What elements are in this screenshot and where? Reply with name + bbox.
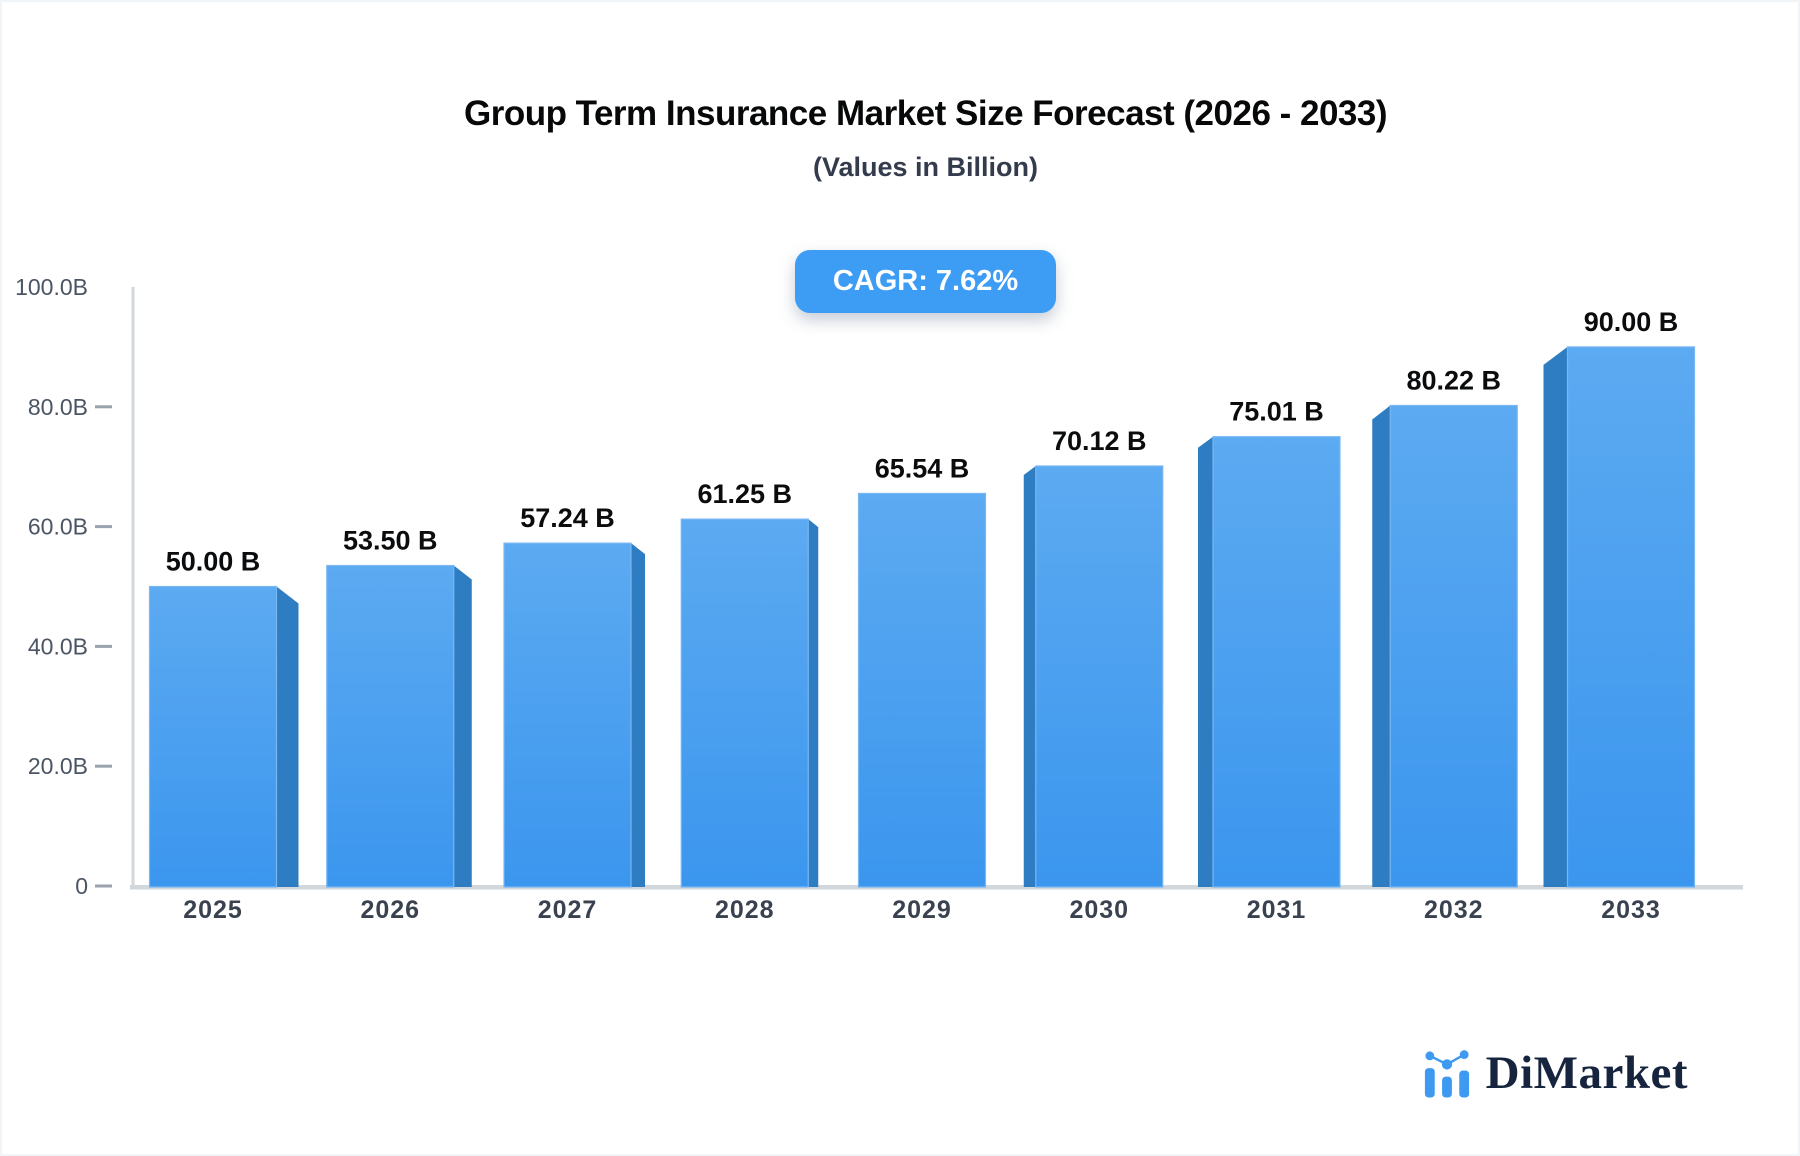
bar-front-face — [857, 492, 987, 888]
y-tick-label: 80.0B — [28, 394, 88, 420]
bar-side-face — [631, 543, 645, 887]
bar-front-face — [148, 585, 278, 888]
bar-front-face — [1035, 465, 1164, 888]
dimarket-logo: DiMarket — [1420, 1046, 1688, 1100]
bar-side-face — [276, 586, 299, 887]
x-category-label: 2031 — [1247, 896, 1307, 924]
y-tick-label: 40.0B — [28, 633, 88, 659]
bar-2029 — [857, 492, 987, 888]
y-tick-label: 100.0B — [15, 274, 88, 300]
bar-value-label: 90.00 B — [1584, 307, 1679, 337]
x-category-label: 2026 — [360, 896, 420, 924]
y-tick-label: 60.0B — [28, 514, 88, 540]
bar-value-label: 70.12 B — [1052, 426, 1147, 456]
y-tick — [95, 525, 112, 529]
bar-front-face — [1566, 346, 1696, 888]
bar-value-label: 80.22 B — [1406, 365, 1501, 395]
cagr-badge: CAGR: 7.62% — [794, 250, 1057, 313]
bar-2026 — [326, 564, 472, 888]
y-tick — [95, 764, 112, 768]
chart-header: Group Term Insurance Market Size Forecas… — [133, 94, 1718, 183]
chart-subtitle: (Values in Billion) — [812, 152, 1039, 182]
x-category-label: 2032 — [1424, 896, 1484, 924]
bar-2027 — [503, 542, 645, 888]
bar-side-face — [1372, 405, 1391, 887]
bar-side-face — [1543, 346, 1568, 887]
bar-side-face — [1023, 465, 1036, 887]
bar-value-label: 57.24 B — [520, 503, 615, 533]
y-tick — [95, 644, 112, 648]
cagr-badge-row: CAGR: 7.62% — [133, 250, 1718, 313]
y-tick — [95, 405, 112, 409]
bar-2033 — [1543, 346, 1696, 888]
bar-front-face — [680, 518, 809, 888]
x-category-label: 2025 — [183, 896, 243, 924]
bar-2028 — [680, 518, 819, 888]
dimarket-logo-icon — [1424, 1050, 1469, 1098]
x-category-label: 2030 — [1069, 896, 1129, 924]
bar-side-face — [1198, 436, 1213, 887]
y-axis-line — [131, 287, 135, 888]
bar-value-label: 53.50 B — [343, 526, 438, 556]
x-category-label: 2027 — [538, 896, 598, 924]
y-tick-label: 0 — [75, 873, 88, 899]
bar-value-label: 61.25 B — [697, 479, 792, 509]
dimarket-logo-text: DiMarket — [1485, 1047, 1688, 1099]
bar-side-face — [453, 565, 472, 887]
y-tick — [95, 884, 112, 888]
x-category-label: 2033 — [1601, 896, 1661, 924]
bar-2032 — [1372, 404, 1518, 888]
chart-title: Group Term Insurance Market Size Forecas… — [463, 94, 1388, 133]
bar-2025 — [148, 585, 299, 888]
bar-side-face — [808, 519, 819, 887]
bar-front-face — [1389, 404, 1518, 888]
bar-value-label: 75.01 B — [1229, 397, 1324, 427]
bar-value-label: 50.00 B — [166, 547, 261, 577]
x-category-label: 2029 — [892, 896, 952, 924]
y-tick-label: 20.0B — [28, 753, 88, 779]
bar-front-face — [1212, 436, 1341, 888]
bar-value-label: 65.54 B — [875, 453, 970, 483]
x-category-label: 2028 — [715, 896, 775, 924]
bar-front-face — [326, 564, 455, 888]
bar-front-face — [503, 542, 632, 888]
bar-2031 — [1198, 436, 1341, 888]
bar-2030 — [1023, 465, 1164, 888]
